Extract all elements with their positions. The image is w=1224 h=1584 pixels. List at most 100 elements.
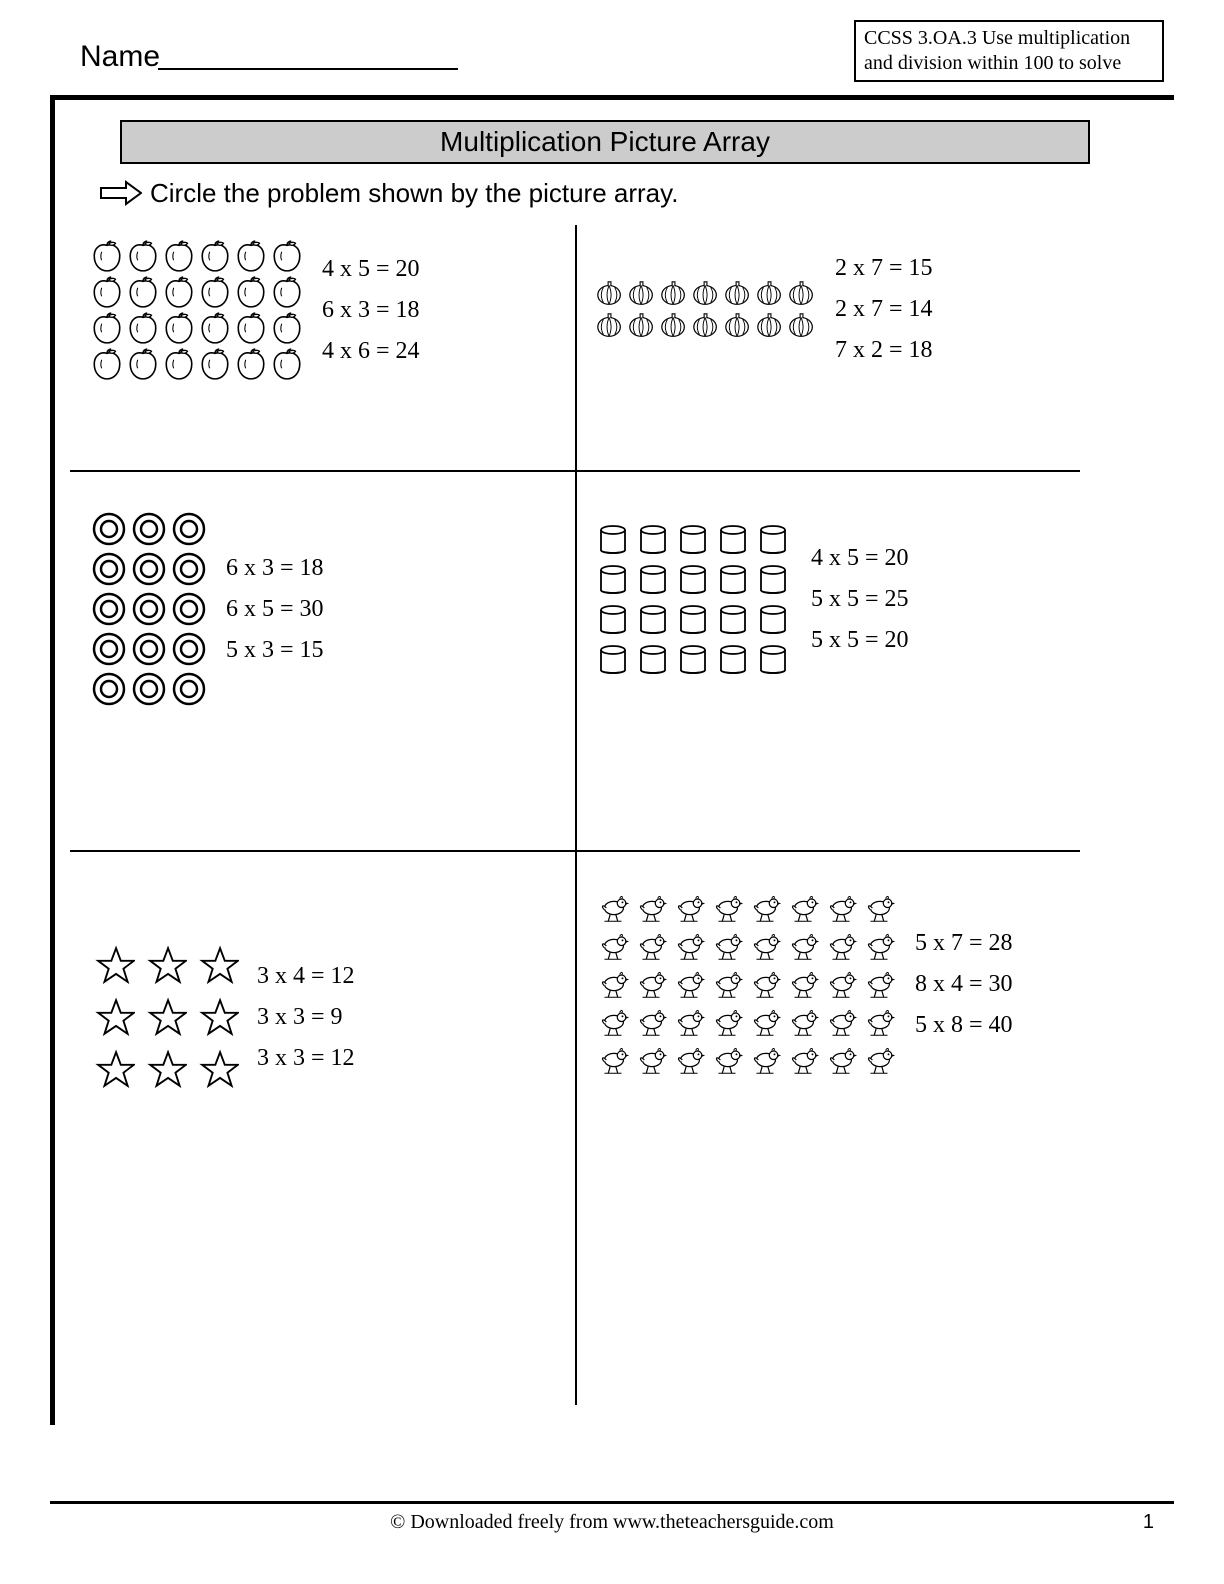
pumpkin-icon: [755, 279, 785, 309]
apple-icon: [270, 347, 304, 381]
apple-icon: [90, 311, 124, 345]
array-row: [595, 1004, 897, 1040]
answer-option[interactable]: 3 x 3 = 9: [257, 1004, 355, 1031]
bird-icon: [671, 966, 707, 1002]
array-row: [90, 590, 208, 628]
answer-option[interactable]: 5 x 5 = 20: [811, 627, 909, 654]
can-icon: [715, 560, 753, 598]
apple-icon: [234, 311, 268, 345]
apple-icon: [90, 275, 124, 309]
answer-option[interactable]: 3 x 4 = 12: [257, 963, 355, 990]
answer-option[interactable]: 5 x 3 = 15: [226, 637, 324, 664]
answer-option[interactable]: 5 x 7 = 28: [915, 930, 1013, 957]
answer-option[interactable]: 7 x 2 = 18: [835, 337, 933, 364]
bird-icon: [709, 1042, 745, 1078]
ring-icon: [130, 550, 168, 588]
bird-icon: [785, 928, 821, 964]
problem-3: 6 x 3 = 18 6 x 5 = 30 5 x 3 = 15: [90, 510, 324, 708]
star-icon: [199, 997, 239, 1037]
star-icon: [147, 1049, 187, 1089]
standard-box: CCSS 3.OA.3 Use multiplication and divis…: [854, 20, 1164, 82]
answer-option[interactable]: 8 x 4 = 30: [915, 971, 1013, 998]
bird-icon: [595, 966, 631, 1002]
bird-icon: [709, 890, 745, 926]
can-icon: [595, 560, 633, 598]
array-row: [595, 279, 817, 309]
array-row: [595, 600, 793, 638]
ring-icon: [170, 670, 208, 708]
bird-icon: [823, 928, 859, 964]
array-row: [90, 630, 208, 668]
pumpkin-icon: [595, 279, 625, 309]
can-icon: [755, 560, 793, 598]
pumpkin-icon: [723, 311, 753, 341]
can-icon: [715, 640, 753, 678]
bird-icon: [671, 1004, 707, 1040]
answer-option[interactable]: 6 x 3 = 18: [322, 297, 420, 324]
answer-option[interactable]: 5 x 5 = 25: [811, 586, 909, 613]
pumpkin-icon: [691, 279, 721, 309]
horizontal-divider-2: [70, 850, 1080, 852]
answer-option[interactable]: 2 x 7 = 14: [835, 296, 933, 323]
pumpkin-icon: [627, 311, 657, 341]
answer-option[interactable]: 4 x 5 = 20: [811, 545, 909, 572]
bird-icon: [671, 928, 707, 964]
ring-icon: [130, 630, 168, 668]
left-margin-rule: [50, 95, 55, 1425]
vertical-divider: [575, 225, 577, 1405]
bird-icon: [785, 1004, 821, 1040]
answer-option[interactable]: 6 x 5 = 30: [226, 596, 324, 623]
footer-text: © Downloaded freely from www.theteachers…: [0, 1511, 1224, 1534]
problem-5: 3 x 4 = 12 3 x 3 = 9 3 x 3 = 12: [95, 945, 355, 1089]
bird-icon: [823, 1042, 859, 1078]
apple-icon: [234, 347, 268, 381]
can-icon: [595, 640, 633, 678]
problems-grid: 4 x 5 = 20 6 x 3 = 18 4 x 6 = 24 2 x 7 = 15…: [70, 225, 1160, 1405]
picture-array: [90, 510, 208, 708]
bird-icon: [747, 966, 783, 1002]
answer-option[interactable]: 5 x 8 = 40: [915, 1012, 1013, 1039]
pumpkin-icon: [659, 279, 689, 309]
answer-options: 5 x 7 = 28 8 x 4 = 30 5 x 8 = 40: [915, 930, 1013, 1039]
answer-option[interactable]: 2 x 7 = 15: [835, 255, 933, 282]
array-row: [95, 1049, 239, 1089]
bird-icon: [709, 928, 745, 964]
picture-array: [595, 890, 897, 1078]
pumpkin-icon: [787, 279, 817, 309]
can-icon: [635, 600, 673, 638]
answer-option[interactable]: 6 x 3 = 18: [226, 555, 324, 582]
array-row: [90, 311, 304, 345]
can-icon: [755, 520, 793, 558]
can-icon: [675, 600, 713, 638]
array-row: [595, 311, 817, 341]
picture-array: [595, 279, 817, 341]
ring-icon: [130, 670, 168, 708]
horizontal-divider-1: [70, 470, 1080, 472]
bird-icon: [633, 966, 669, 1002]
array-row: [595, 560, 793, 598]
can-icon: [755, 640, 793, 678]
apple-icon: [162, 239, 196, 273]
star-icon: [147, 997, 187, 1037]
apple-icon: [198, 275, 232, 309]
picture-array: [90, 239, 304, 381]
array-row: [595, 928, 897, 964]
apple-icon: [198, 311, 232, 345]
ring-icon: [170, 550, 208, 588]
ring-icon: [90, 670, 128, 708]
instruction-text: Circle the problem shown by the picture …: [150, 178, 678, 209]
answer-option[interactable]: 3 x 3 = 12: [257, 1045, 355, 1072]
picture-array: [95, 945, 239, 1089]
bird-icon: [633, 890, 669, 926]
ring-icon: [130, 510, 168, 548]
problem-1: 4 x 5 = 20 6 x 3 = 18 4 x 6 = 24: [90, 239, 420, 381]
answer-option[interactable]: 4 x 5 = 20: [322, 256, 420, 283]
star-icon: [95, 945, 135, 985]
answer-options: 4 x 5 = 20 6 x 3 = 18 4 x 6 = 24: [322, 256, 420, 365]
pumpkin-icon: [755, 311, 785, 341]
bird-icon: [747, 928, 783, 964]
pumpkin-icon: [659, 311, 689, 341]
array-row: [90, 550, 208, 588]
can-icon: [635, 640, 673, 678]
answer-option[interactable]: 4 x 6 = 24: [322, 338, 420, 365]
